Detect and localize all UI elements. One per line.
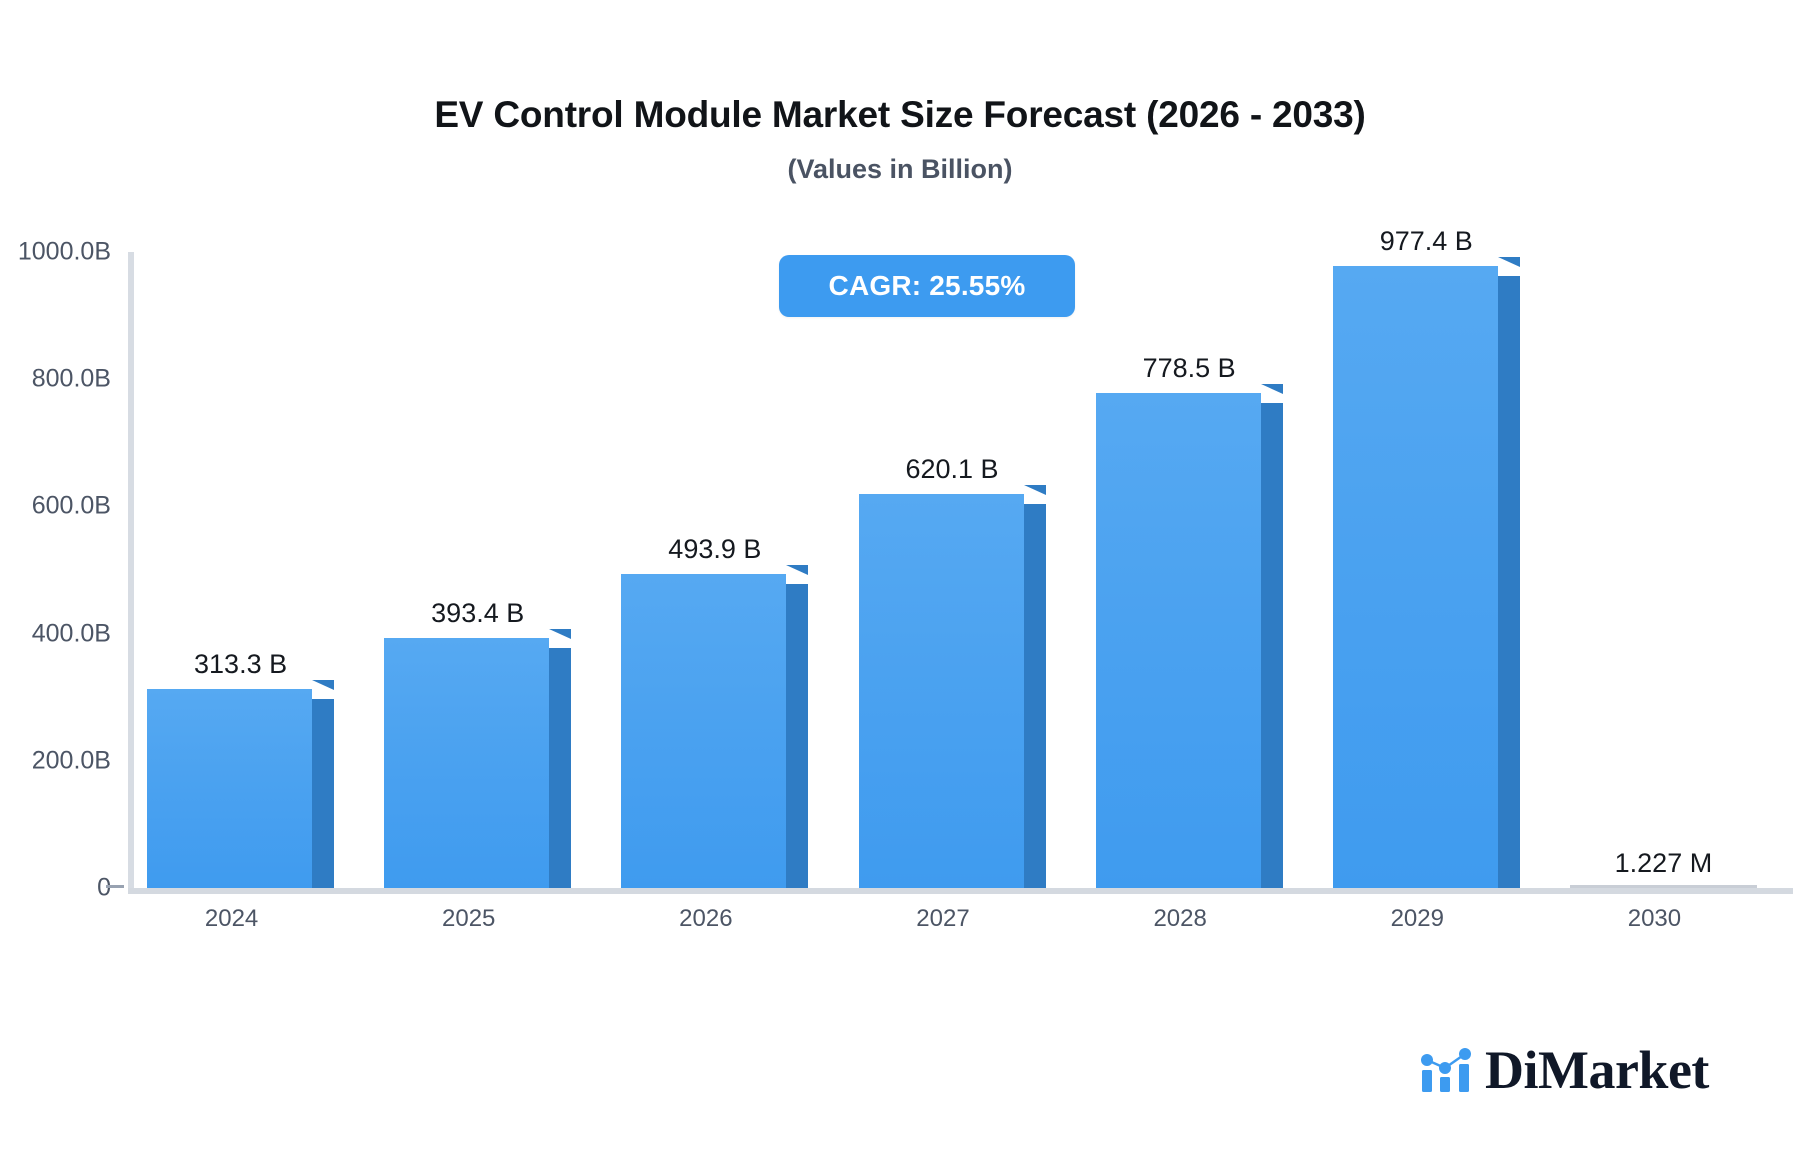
bar-front-face [1569, 885, 1757, 888]
y-axis-tick-label: 800.0B [31, 364, 111, 393]
bar-side-face [1023, 503, 1046, 888]
bar-front-face [147, 688, 313, 888]
bar-side-face [1497, 276, 1520, 888]
bar-side-face [786, 583, 809, 888]
bar-side-face [1260, 402, 1283, 888]
chart-subtitle: (Values in Billion) [787, 153, 1013, 184]
x-axis-line [128, 888, 1793, 894]
bar-side-face [312, 698, 335, 888]
bar-front-face [621, 573, 787, 888]
x-axis-tick-label: 2025 [442, 905, 496, 932]
bar-value-label: 393.4 B [431, 597, 525, 628]
plot-area: 313.3 B 393.4 B 493.9 B 620.1 B 778.5 B 977.4… [106, 226, 1793, 894]
bar-front-face [384, 637, 550, 888]
y-axis-tick-label: 1000.0B [17, 237, 111, 266]
chart-header: EV Control Module Market Size Forecast (… [0, 94, 1800, 184]
bar-front-face [858, 493, 1024, 888]
x-axis-tick-label: 2029 [1390, 905, 1444, 932]
x-axis-tick-label: 2030 [1627, 905, 1682, 932]
bar-top-face [549, 628, 572, 639]
bar[interactable]: 313.3 B [147, 648, 335, 888]
bar[interactable]: 977.4 B [1332, 226, 1520, 888]
bar-top-face [1260, 383, 1283, 394]
bar-value-label: 313.3 B [194, 648, 288, 679]
bar-top-face [312, 679, 335, 690]
bar[interactable]: 393.4 B [384, 597, 572, 888]
bar-chart-logo-icon [1421, 1048, 1471, 1092]
x-axis-tick-label: 2026 [679, 905, 733, 932]
x-axis-tick-label: 2028 [1153, 905, 1207, 932]
dimarket-logo: DiMarket [1420, 1043, 1709, 1097]
bar[interactable]: 620.1 B [858, 453, 1046, 888]
x-axis-labels: 2024 2025 2026 2027 2028 2029 2030 [133, 905, 1793, 945]
y-axis-tick-label: 600.0B [31, 491, 111, 520]
bar[interactable]: 778.5 B [1095, 352, 1283, 888]
chart-title: EV Control Module Market Size Forecast (… [434, 94, 1366, 135]
bar-value-label: 620.1 B [905, 453, 999, 484]
cagr-badge: CAGR: 25.55% [779, 255, 1075, 317]
y-axis-zero-tick [106, 885, 124, 888]
bar-top-face [1023, 484, 1046, 495]
y-axis-tick-label: 200.0B [31, 746, 111, 775]
y-axis-line [128, 252, 134, 888]
bar-value-label: 977.4 B [1379, 226, 1473, 257]
bar-value-label: 778.5 B [1142, 352, 1236, 383]
bar-side-face [549, 647, 572, 888]
y-axis-tick-label: 400.0B [31, 619, 111, 648]
y-axis-labels: 0 200.0B 400.0B 600.0B 800.0B 1000.0B [0, 238, 125, 902]
bar-top-face [786, 564, 809, 575]
cagr-badge-label: CAGR: 25.55% [828, 270, 1026, 301]
y-axis-tick-label: 0 [97, 873, 111, 902]
x-axis-tick-label: 2024 [204, 905, 259, 932]
x-axis-tick-label: 2027 [916, 905, 970, 932]
bar[interactable]: 493.9 B [621, 533, 809, 888]
bar-front-face [1332, 266, 1498, 888]
bar[interactable]: 1.227 M [1569, 848, 1757, 888]
logo-text: DiMarket [1485, 1040, 1709, 1100]
bar-value-label: 493.9 B [668, 533, 762, 564]
bar-value-label: 1.227 M [1614, 848, 1713, 878]
bar-front-face [1095, 392, 1261, 888]
bar-top-face [1497, 257, 1520, 268]
